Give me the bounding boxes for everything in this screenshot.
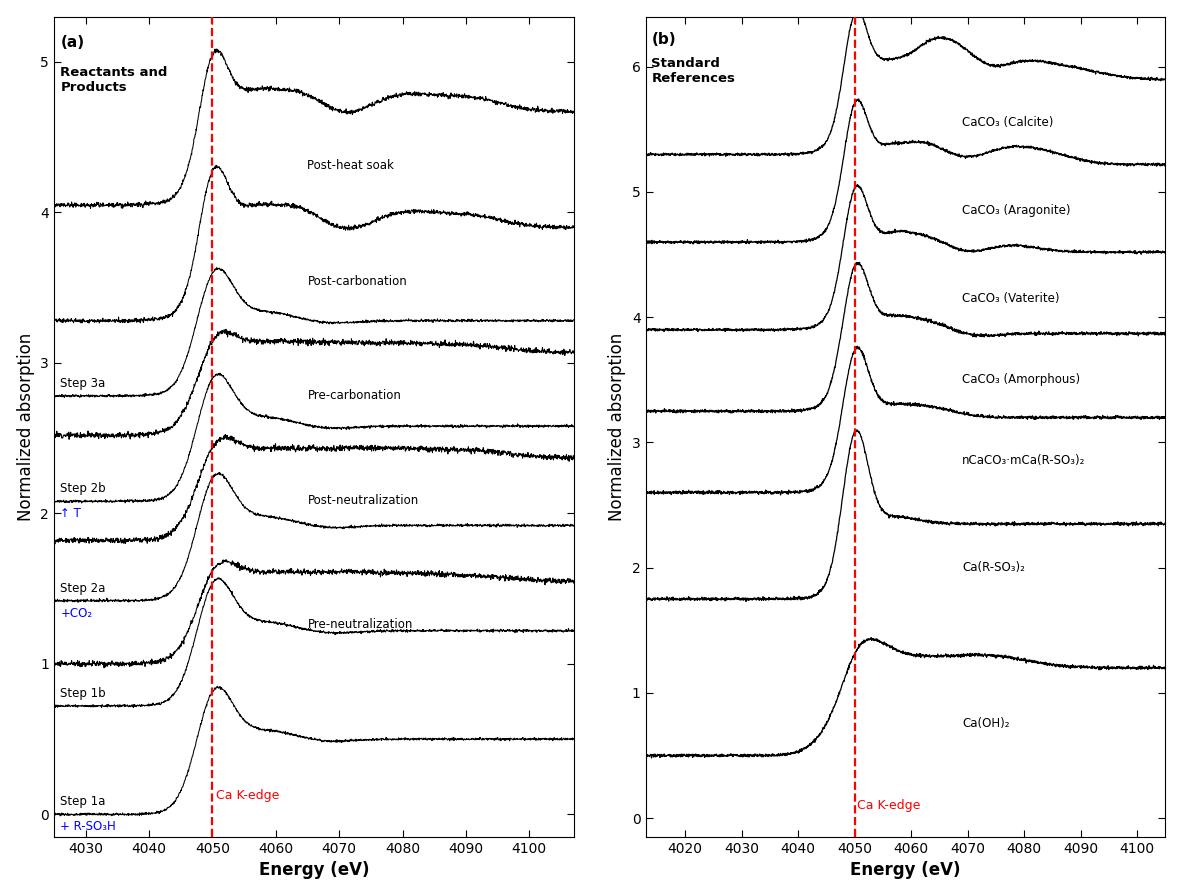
Y-axis label: Normalized absorption: Normalized absorption bbox=[609, 332, 626, 521]
Text: Post-neutralization: Post-neutralization bbox=[307, 495, 418, 507]
Text: CaCO₃ (Amorphous): CaCO₃ (Amorphous) bbox=[962, 373, 1080, 386]
Text: CaCO₃ (Vaterite): CaCO₃ (Vaterite) bbox=[962, 292, 1059, 305]
Text: + R-SO₃H: + R-SO₃H bbox=[60, 821, 116, 833]
Text: (a): (a) bbox=[60, 35, 84, 49]
Text: ↑ T: ↑ T bbox=[60, 507, 82, 521]
Text: +CO₂: +CO₂ bbox=[60, 607, 92, 620]
Text: Pre-neutralization: Pre-neutralization bbox=[307, 617, 413, 631]
Text: Ca K-edge: Ca K-edge bbox=[857, 799, 921, 812]
Text: (b): (b) bbox=[651, 31, 676, 47]
Text: nCaCO₃·mCa(R-SO₃)₂: nCaCO₃·mCa(R-SO₃)₂ bbox=[962, 454, 1085, 468]
Text: Ca(R-SO₃)₂: Ca(R-SO₃)₂ bbox=[962, 561, 1025, 574]
Text: Ca K-edge: Ca K-edge bbox=[215, 789, 279, 802]
Text: Standard
References: Standard References bbox=[651, 56, 735, 85]
X-axis label: Energy (eV): Energy (eV) bbox=[259, 861, 369, 879]
Text: Step 1a: Step 1a bbox=[60, 796, 105, 808]
Text: Step 1b: Step 1b bbox=[60, 687, 106, 700]
Text: Post-heat soak: Post-heat soak bbox=[307, 159, 395, 172]
Text: CaCO₃ (Calcite): CaCO₃ (Calcite) bbox=[962, 116, 1053, 129]
Text: Post-carbonation: Post-carbonation bbox=[307, 274, 408, 288]
Text: Step 3a: Step 3a bbox=[60, 377, 105, 390]
Text: Step 2b: Step 2b bbox=[60, 482, 106, 495]
Text: CaCO₃ (Aragonite): CaCO₃ (Aragonite) bbox=[962, 204, 1071, 217]
Text: Ca(OH)₂: Ca(OH)₂ bbox=[962, 718, 1009, 730]
Text: Pre-carbonation: Pre-carbonation bbox=[307, 389, 402, 402]
Y-axis label: Normalized absorption: Normalized absorption bbox=[17, 332, 34, 521]
X-axis label: Energy (eV): Energy (eV) bbox=[850, 861, 961, 879]
Text: Step 2a: Step 2a bbox=[60, 582, 105, 595]
Text: Reactants and
Products: Reactants and Products bbox=[60, 66, 168, 94]
